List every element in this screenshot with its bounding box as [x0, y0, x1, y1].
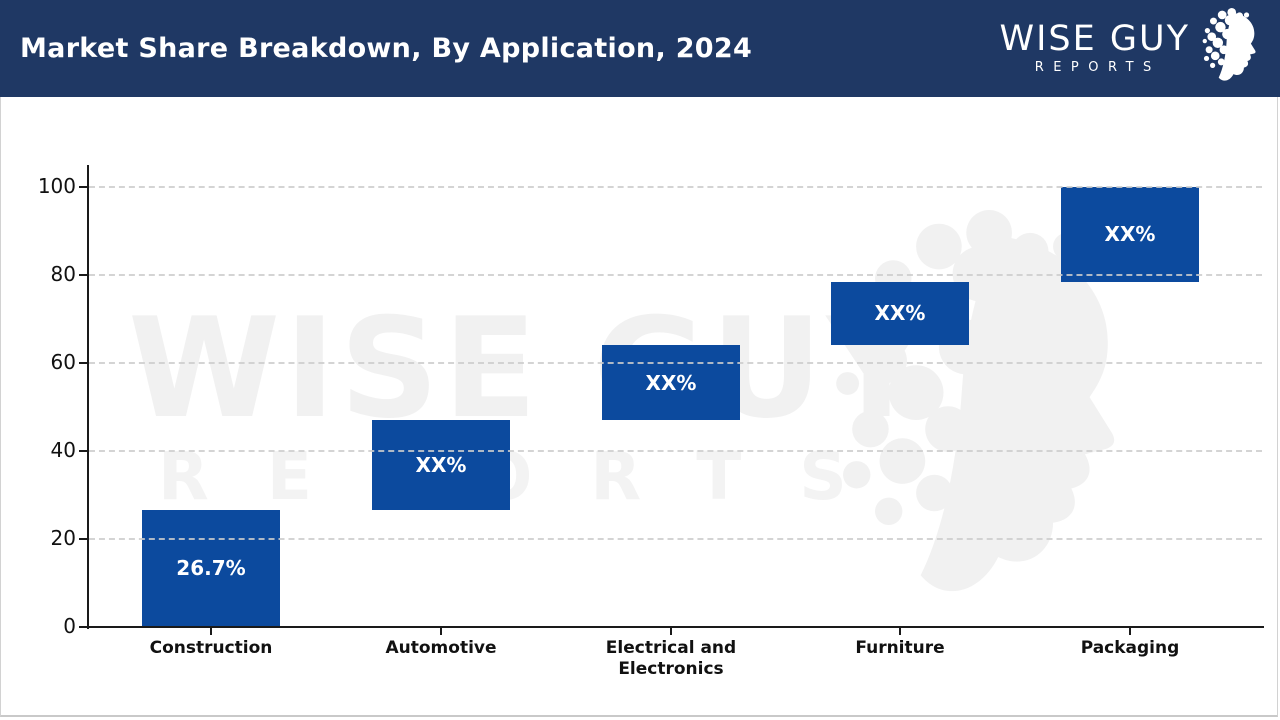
logo-subtitle: REPORTS — [1034, 59, 1161, 75]
wise-guy-logo: WISE GUY REPORTS — [999, 8, 1266, 88]
logo-wordmark: WISE GUY — [999, 19, 1190, 60]
logo-text: WISE GUY REPORTS — [999, 21, 1190, 75]
header-bar: Market Share Breakdown, By Application, … — [0, 0, 1280, 97]
chart-card — [0, 97, 1278, 717]
logo-face-icon — [1202, 8, 1256, 81]
page-title: Market Share Breakdown, By Application, … — [20, 33, 753, 64]
